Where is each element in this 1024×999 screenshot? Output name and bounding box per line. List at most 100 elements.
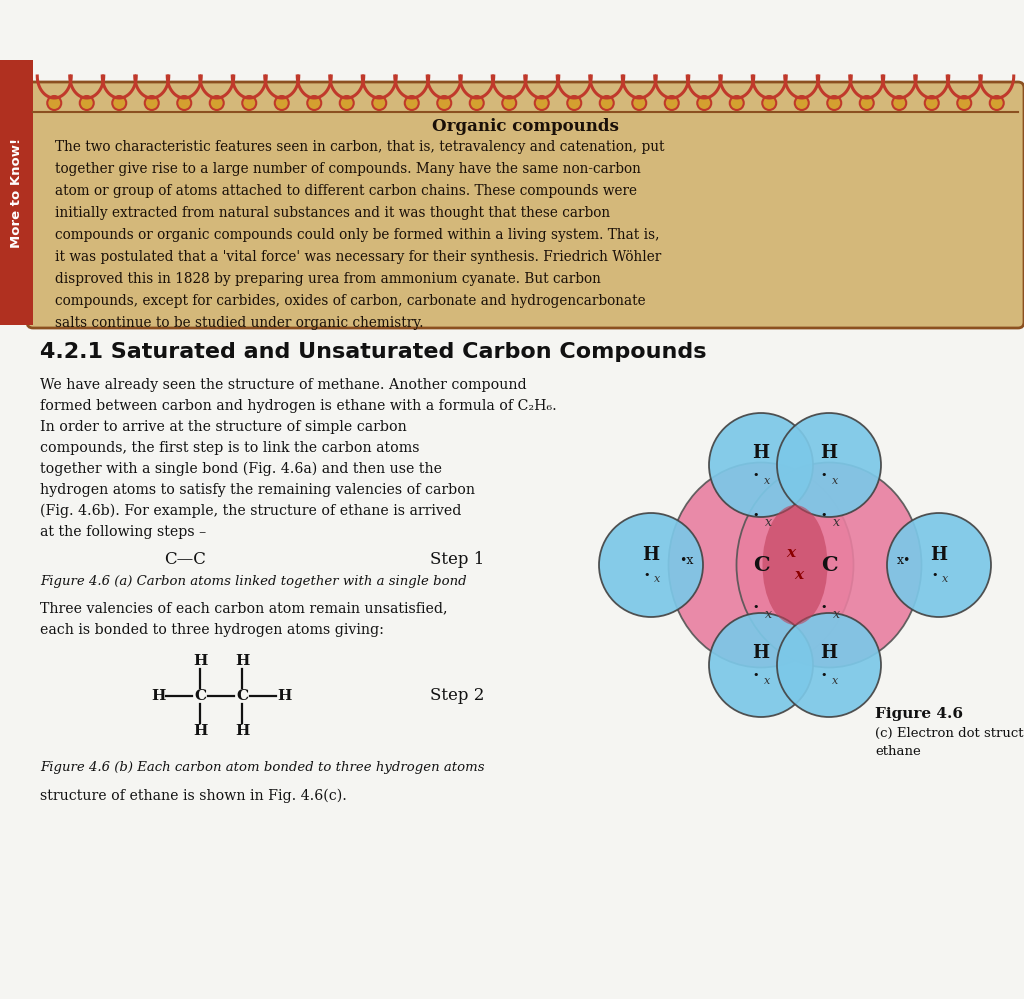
Text: salts continue to be studied under organic chemistry.: salts continue to be studied under organ…	[55, 316, 424, 330]
Text: H: H	[642, 546, 659, 564]
Circle shape	[404, 96, 419, 110]
Circle shape	[470, 96, 483, 110]
Circle shape	[144, 96, 159, 110]
Text: C: C	[236, 689, 248, 703]
Circle shape	[957, 96, 971, 110]
Text: disproved this in 1828 by preparing urea from ammonium cyanate. But carbon: disproved this in 1828 by preparing urea…	[55, 272, 601, 286]
Text: x: x	[765, 516, 771, 529]
Text: The two characteristic features seen in carbon, that is, tetravalency and catena: The two characteristic features seen in …	[55, 140, 665, 154]
Circle shape	[990, 96, 1004, 110]
Text: Figure 4.6 (a) Carbon atoms linked together with a single bond: Figure 4.6 (a) Carbon atoms linked toget…	[40, 575, 467, 588]
Circle shape	[243, 96, 256, 110]
Text: Figure 4.6: Figure 4.6	[874, 707, 963, 721]
Text: •x: •x	[679, 553, 693, 566]
Text: H: H	[753, 644, 769, 662]
Text: together give rise to a large number of compounds. Many have the same non-carbon: together give rise to a large number of …	[55, 162, 641, 176]
Text: H: H	[820, 444, 838, 462]
Text: atom or group of atoms attached to different carbon chains. These compounds were: atom or group of atoms attached to diffe…	[55, 184, 637, 198]
Circle shape	[697, 96, 712, 110]
Text: H: H	[193, 654, 207, 668]
Circle shape	[709, 613, 813, 717]
Circle shape	[80, 96, 94, 110]
Text: We have already seen the structure of methane. Another compound: We have already seen the structure of me…	[40, 378, 526, 392]
Text: formed between carbon and hydrogen is ethane with a formula of C₂H₆.: formed between carbon and hydrogen is et…	[40, 399, 557, 413]
Circle shape	[307, 96, 322, 110]
Text: x: x	[764, 676, 770, 686]
Circle shape	[340, 96, 353, 110]
Ellipse shape	[763, 505, 827, 625]
Text: compounds or organic compounds could only be formed within a living system. That: compounds or organic compounds could onl…	[55, 228, 659, 242]
Circle shape	[709, 413, 813, 517]
Circle shape	[600, 96, 613, 110]
FancyBboxPatch shape	[27, 82, 1024, 328]
Circle shape	[887, 513, 991, 617]
Text: compounds, except for carbides, oxides of carbon, carbonate and hydrogencarbonat: compounds, except for carbides, oxides o…	[55, 294, 645, 308]
Text: together with a single bond (Fig. 4.6a) and then use the: together with a single bond (Fig. 4.6a) …	[40, 462, 442, 477]
Text: x: x	[764, 476, 770, 486]
Text: •: •	[753, 510, 759, 520]
Bar	[0, 60, 33, 325]
Circle shape	[502, 96, 516, 110]
Text: Figure 4.6 (b) Each carbon atom bonded to three hydrogen atoms: Figure 4.6 (b) Each carbon atom bonded t…	[40, 761, 484, 774]
Text: •: •	[753, 602, 759, 612]
Circle shape	[730, 96, 743, 110]
Text: H: H	[193, 724, 207, 738]
Text: •: •	[753, 670, 759, 680]
Text: x: x	[786, 546, 796, 560]
Circle shape	[599, 513, 703, 617]
Text: •: •	[821, 670, 827, 680]
Circle shape	[827, 96, 842, 110]
Circle shape	[437, 96, 452, 110]
Text: H: H	[276, 689, 291, 703]
Text: Step 2: Step 2	[430, 687, 484, 704]
Text: Step 1: Step 1	[430, 551, 484, 568]
Text: (Fig. 4.6b). For example, the structure of ethane is arrived: (Fig. 4.6b). For example, the structure …	[40, 504, 462, 518]
Text: C: C	[820, 555, 838, 575]
Text: x•: x•	[897, 553, 911, 566]
Text: hydrogen atoms to satisfy the remaining valencies of carbon: hydrogen atoms to satisfy the remaining …	[40, 483, 475, 497]
Text: •: •	[753, 470, 759, 480]
Text: 4.2.1 Saturated and Unsaturated Carbon Compounds: 4.2.1 Saturated and Unsaturated Carbon C…	[40, 342, 707, 362]
Text: structure of ethane is shown in Fig. 4.6(c).: structure of ethane is shown in Fig. 4.6…	[40, 789, 347, 803]
Circle shape	[777, 613, 881, 717]
Text: C—C: C—C	[164, 551, 206, 568]
Text: •: •	[644, 570, 650, 580]
Text: at the following steps –: at the following steps –	[40, 525, 206, 539]
Circle shape	[47, 96, 61, 110]
Text: H: H	[151, 689, 165, 703]
Text: x: x	[765, 608, 771, 621]
Text: •: •	[821, 602, 827, 612]
Text: compounds, the first step is to link the carbon atoms: compounds, the first step is to link the…	[40, 441, 420, 455]
Text: x: x	[942, 574, 948, 584]
Text: H: H	[931, 546, 947, 564]
Circle shape	[795, 96, 809, 110]
Circle shape	[860, 96, 873, 110]
Text: each is bonded to three hydrogen atoms giving:: each is bonded to three hydrogen atoms g…	[40, 623, 384, 637]
Circle shape	[777, 413, 881, 517]
Text: x: x	[831, 476, 838, 486]
Circle shape	[113, 96, 126, 110]
Text: C: C	[753, 555, 769, 575]
Text: x: x	[831, 676, 838, 686]
Text: •: •	[821, 510, 827, 520]
Text: H: H	[234, 724, 249, 738]
Text: (c) Electron dot structure of: (c) Electron dot structure of	[874, 727, 1024, 740]
Text: H: H	[820, 644, 838, 662]
Text: x: x	[795, 568, 804, 582]
Text: x: x	[654, 574, 660, 584]
Text: it was postulated that a 'vital force' was necessary for their synthesis. Friedr: it was postulated that a 'vital force' w…	[55, 250, 662, 264]
Circle shape	[210, 96, 224, 110]
Circle shape	[274, 96, 289, 110]
Text: In order to arrive at the structure of simple carbon: In order to arrive at the structure of s…	[40, 420, 407, 434]
Text: x: x	[833, 608, 840, 621]
Circle shape	[665, 96, 679, 110]
Circle shape	[892, 96, 906, 110]
Ellipse shape	[669, 463, 853, 667]
Text: •: •	[821, 470, 827, 480]
Text: initially extracted from natural substances and it was thought that these carbon: initially extracted from natural substan…	[55, 206, 610, 220]
Text: •: •	[932, 570, 938, 580]
Circle shape	[632, 96, 646, 110]
Text: H: H	[234, 654, 249, 668]
Circle shape	[925, 96, 939, 110]
Text: C: C	[194, 689, 206, 703]
